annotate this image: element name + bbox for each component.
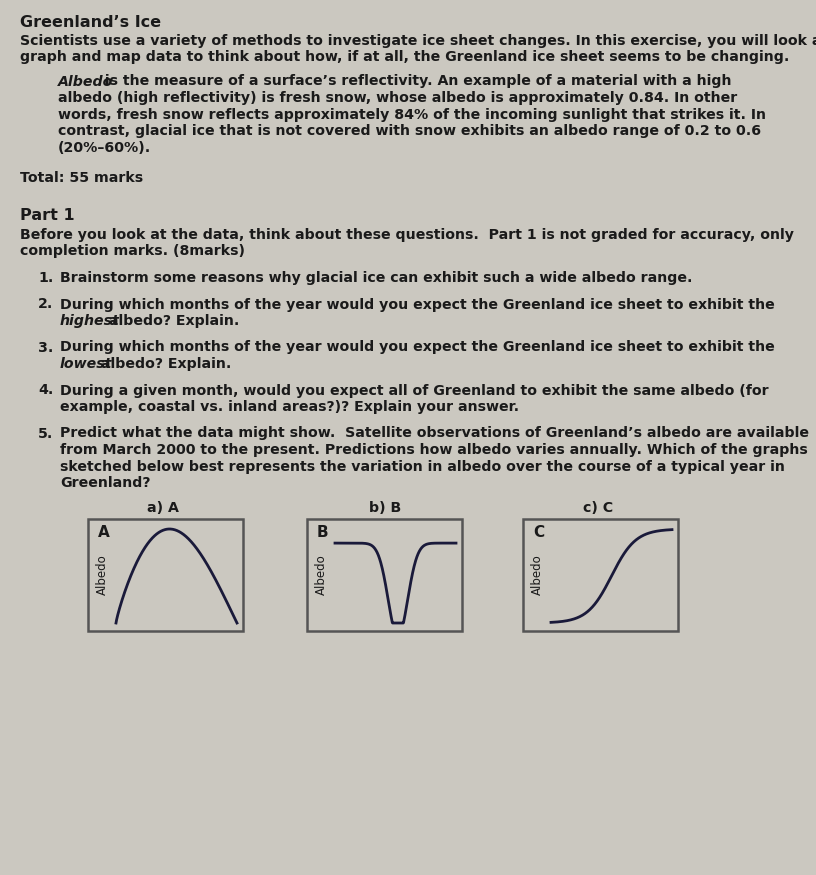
Text: sketched below best represents the variation in albedo over the course of a typi: sketched below best represents the varia… <box>60 459 785 473</box>
Text: graph and map data to think about how, if at all, the Greenland ice sheet seems : graph and map data to think about how, i… <box>20 50 789 64</box>
Bar <box>307 519 462 631</box>
Text: 5.: 5. <box>38 426 53 440</box>
Bar <box>88 519 243 631</box>
Text: Before you look at the data, think about these questions.  Part 1 is not graded : Before you look at the data, think about… <box>20 228 794 242</box>
Text: Greenland?: Greenland? <box>60 476 150 490</box>
Text: lowest: lowest <box>60 357 113 371</box>
Bar <box>523 519 678 631</box>
Text: example, coastal vs. inland areas?)? Explain your answer.: example, coastal vs. inland areas?)? Exp… <box>60 400 519 414</box>
Text: Predict what the data might show.  Satellite observations of Greenland’s albedo : Predict what the data might show. Satell… <box>60 426 809 440</box>
Text: 3.: 3. <box>38 340 53 354</box>
Text: albedo (high reflectivity) is fresh snow, whose albedo is approximately 0.84. In: albedo (high reflectivity) is fresh snow… <box>58 91 737 105</box>
Text: 4.: 4. <box>38 383 53 397</box>
Text: B: B <box>317 525 329 540</box>
Text: During a given month, would you expect all of Greenland to exhibit the same albe: During a given month, would you expect a… <box>60 383 769 397</box>
Text: Part 1: Part 1 <box>20 207 74 222</box>
Text: words, fresh snow reflects approximately 84% of the incoming sunlight that strik: words, fresh snow reflects approximately… <box>58 108 766 122</box>
Text: Greenland’s Ice: Greenland’s Ice <box>20 15 161 30</box>
Text: Albedo: Albedo <box>95 555 109 595</box>
Text: b) B: b) B <box>369 500 401 514</box>
Text: Albedo: Albedo <box>58 74 113 88</box>
Text: a) A: a) A <box>147 500 179 514</box>
Text: During which months of the year would you expect the Greenland ice sheet to exhi: During which months of the year would yo… <box>60 298 774 311</box>
Text: from March 2000 to the present. Predictions how albedo varies annually. Which of: from March 2000 to the present. Predicti… <box>60 443 808 457</box>
Text: 2.: 2. <box>38 298 53 311</box>
Text: (20%–60%).: (20%–60%). <box>58 141 151 155</box>
Text: A: A <box>98 525 109 540</box>
Text: Albedo: Albedo <box>530 555 543 595</box>
Text: During which months of the year would you expect the Greenland ice sheet to exhi: During which months of the year would yo… <box>60 340 774 354</box>
Text: C: C <box>533 525 544 540</box>
Text: albedo? Explain.: albedo? Explain. <box>104 314 239 328</box>
Text: contrast, glacial ice that is not covered with snow exhibits an albedo range of : contrast, glacial ice that is not covere… <box>58 124 761 138</box>
Text: Scientists use a variety of methods to investigate ice sheet changes. In this ex: Scientists use a variety of methods to i… <box>20 33 816 47</box>
Text: albedo? Explain.: albedo? Explain. <box>96 357 232 371</box>
Text: is the measure of a surface’s reflectivity. An example of a material with a high: is the measure of a surface’s reflectivi… <box>100 74 731 88</box>
Text: Brainstorm some reasons why glacial ice can exhibit such a wide albedo range.: Brainstorm some reasons why glacial ice … <box>60 271 693 285</box>
Text: highest: highest <box>60 314 120 328</box>
Text: 1.: 1. <box>38 271 53 285</box>
Text: Total: 55 marks: Total: 55 marks <box>20 171 143 185</box>
Text: c) C: c) C <box>583 500 613 514</box>
Text: Albedo: Albedo <box>314 555 327 595</box>
Text: completion marks. (8marks): completion marks. (8marks) <box>20 244 245 258</box>
